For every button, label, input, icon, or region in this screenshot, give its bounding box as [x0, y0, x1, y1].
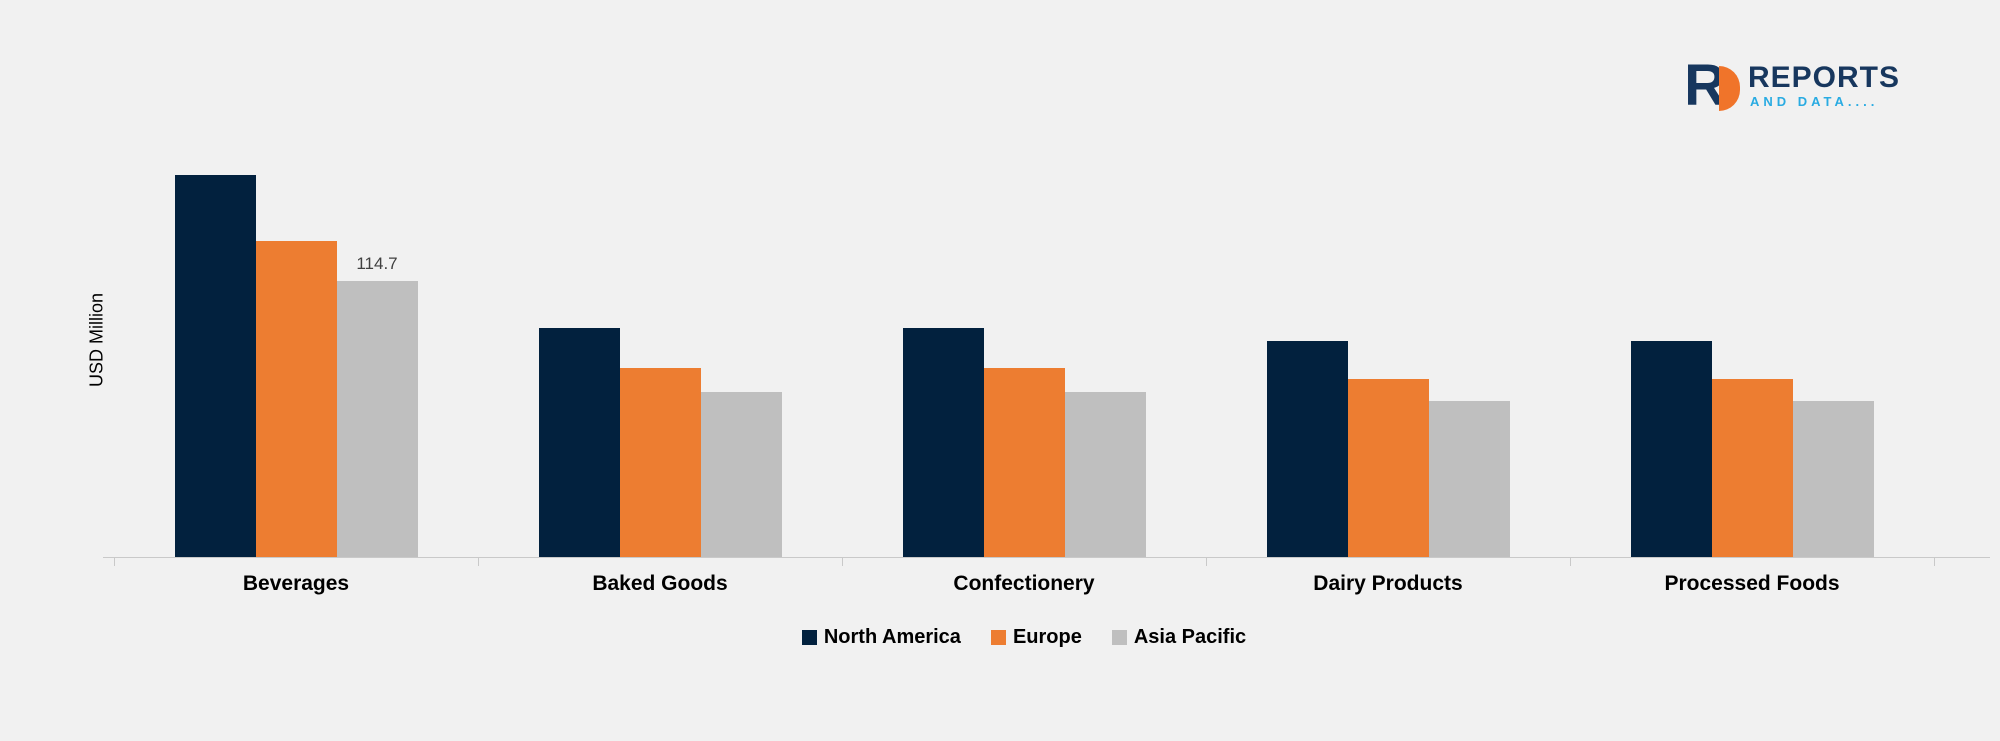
logo-wordmark: REPORTS AND DATA....: [1748, 62, 1900, 110]
bar: [1266, 341, 1348, 557]
legend-swatch-icon: [801, 630, 817, 645]
bar-group: 114.7: [114, 148, 478, 557]
bar: [983, 368, 1065, 557]
legend-label: Asia Pacific: [1133, 626, 1247, 648]
bar: [1428, 401, 1510, 557]
logo-r-letter: R: [1684, 53, 1726, 118]
bar: [902, 328, 984, 557]
logo-subtitle: AND DATA....: [1749, 94, 1879, 109]
category-label: Confectionery: [953, 572, 1095, 595]
bar-group: [1206, 148, 1570, 557]
bar: [700, 392, 782, 557]
bar: [1711, 378, 1793, 557]
category-label: Baked Goods: [592, 572, 728, 595]
reports-and-data-logo: R REPORTS AND DATA....: [1684, 53, 1900, 118]
category-label: Beverages: [242, 572, 350, 595]
axis-tick: [1934, 557, 1935, 566]
bar-wrap: [1711, 378, 1793, 557]
bar-group: [1570, 148, 1934, 557]
bar-wrap: [174, 174, 256, 557]
axis-tick: [114, 557, 115, 566]
bar-wrap: [538, 328, 620, 557]
bar-group: [478, 148, 842, 557]
bar-wrap: [619, 368, 701, 557]
y-axis-label: USD Million: [86, 292, 107, 388]
legend: North America Europe Asia Pacific: [114, 626, 1934, 649]
bar-wrap: [700, 392, 782, 557]
bar-value-label: 114.7: [356, 254, 398, 273]
bar: [1792, 401, 1874, 557]
bar-wrap: [1064, 392, 1146, 557]
bar: [336, 281, 418, 557]
bar-wrap: [1428, 401, 1510, 557]
bar-wrap: [1630, 341, 1712, 557]
legend-swatch-icon: [1111, 630, 1127, 645]
bar-wrap: [1792, 401, 1874, 557]
bar: [1064, 392, 1146, 557]
bar-wrap: [983, 368, 1065, 557]
bar: [255, 240, 337, 557]
bar-group: [842, 148, 1206, 557]
legend-item: North America: [801, 626, 961, 649]
bar: [538, 328, 620, 557]
legend-swatch-icon: [990, 630, 1006, 645]
bar: [1347, 378, 1429, 557]
bar-wrap: 114.7: [336, 254, 418, 557]
rd-monogram-icon: R: [1684, 53, 1740, 118]
plot-area: 114.7: [114, 148, 1934, 557]
bar-wrap: [1266, 341, 1348, 557]
bar: [174, 174, 256, 557]
legend-label: Europe: [1012, 626, 1082, 648]
axis-tick: [478, 557, 479, 566]
category-label: Processed Foods: [1664, 572, 1840, 595]
bar-wrap: [255, 240, 337, 557]
bar-wrap: [902, 328, 984, 557]
axis-tick: [1206, 557, 1207, 566]
logo-title: REPORTS: [1747, 61, 1900, 94]
legend-item: Asia Pacific: [1111, 626, 1247, 649]
logo-d-shape-icon: [1718, 65, 1740, 111]
axis-tick: [842, 557, 843, 566]
category-label: Dairy Products: [1313, 572, 1463, 595]
category-axis: Beverages Baked Goods Confectionery Dairy P…: [114, 572, 1934, 596]
bar: [1630, 341, 1712, 557]
axis-tick: [1570, 557, 1571, 566]
x-axis-line: [103, 557, 1990, 558]
bar: [619, 368, 701, 557]
bar-wrap: [1347, 378, 1429, 557]
legend-label: North America: [823, 626, 961, 648]
legend-item: Europe: [990, 626, 1082, 649]
